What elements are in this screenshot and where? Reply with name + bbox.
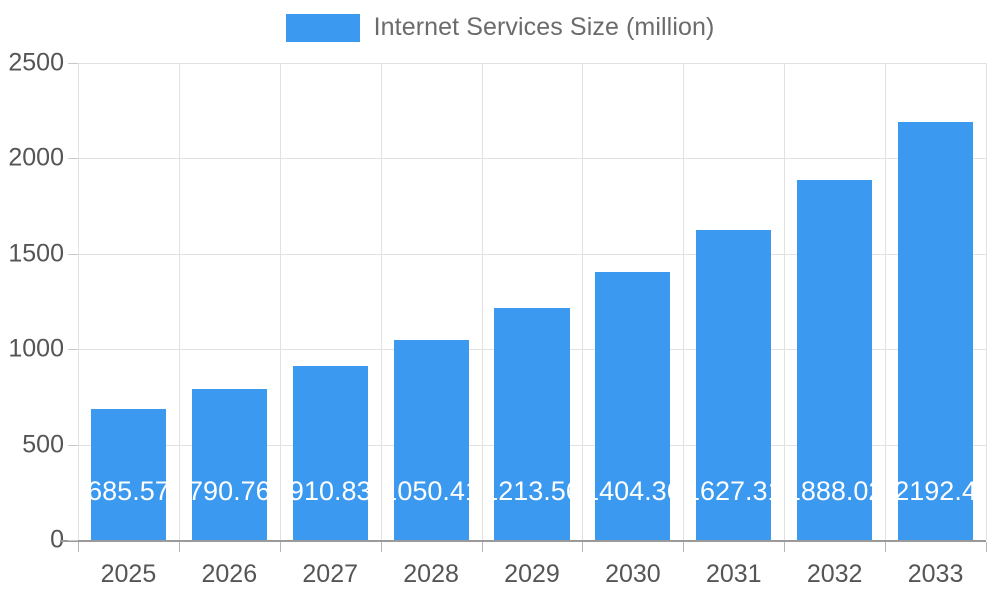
gridline-vertical <box>885 63 886 540</box>
gridline-vertical <box>280 63 281 540</box>
gridline-vertical <box>482 63 483 540</box>
x-axis-tick-mark <box>179 542 180 552</box>
bar[interactable] <box>897 121 974 540</box>
x-axis-tick-label: 2031 <box>705 560 762 588</box>
gridline-horizontal <box>78 63 986 64</box>
x-axis-tick-mark <box>381 542 382 552</box>
x-axis-tick-label: 2030 <box>605 560 661 588</box>
y-axis-tick-label: 2000 <box>8 143 64 172</box>
bar[interactable] <box>90 409 167 540</box>
gridline-horizontal <box>78 253 986 255</box>
y-axis-tick-label: 2500 <box>8 48 64 77</box>
plot-area: 685.57 790.76 910.83 1050.41 1213.56 1404.36 1… <box>78 63 987 541</box>
x-axis-tick-mark <box>784 542 785 552</box>
gridline-vertical <box>683 63 684 540</box>
x-axis-tick-mark <box>885 542 886 552</box>
x-axis-tick-label: 2029 <box>504 560 560 588</box>
chart-legend: Internet Services Size (million) <box>0 0 1000 55</box>
x-axis-tick-mark <box>280 542 281 552</box>
gridline-horizontal <box>78 158 986 160</box>
y-axis-tick-label: 0 <box>50 525 64 554</box>
x-axis-tick-label: 2025 <box>100 560 157 588</box>
x-axis-tick-label: 2026 <box>201 560 258 588</box>
gridline-vertical <box>381 63 382 540</box>
bar[interactable] <box>696 229 772 540</box>
x-axis-tick-mark <box>582 542 583 552</box>
bar[interactable] <box>595 272 671 540</box>
gridline-vertical <box>78 63 79 540</box>
y-axis: 0 500 1000 1500 2000 2500 <box>0 49 64 554</box>
bar[interactable] <box>292 366 368 540</box>
y-axis-tick-mark <box>68 63 78 64</box>
x-axis-tick-mark <box>683 542 684 552</box>
y-axis-tick-mark <box>68 158 78 160</box>
x-axis-tick-label: 2033 <box>907 560 964 588</box>
legend-entry-internet-services-size[interactable]: Internet Services Size (million) <box>285 13 715 42</box>
gridline-vertical <box>582 63 583 540</box>
gridline-vertical <box>784 63 785 540</box>
y-axis-tick-label: 500 <box>22 430 64 459</box>
gridline-vertical <box>986 63 987 540</box>
x-axis-tick-mark <box>78 542 79 552</box>
bar[interactable] <box>494 308 570 540</box>
x-axis-tick-label: 2032 <box>806 560 863 588</box>
y-axis-tick-label: 1000 <box>8 334 64 363</box>
bar[interactable] <box>797 179 873 540</box>
bar[interactable] <box>393 339 469 540</box>
legend-swatch-icon <box>285 13 360 42</box>
legend-label: Internet Services Size (million) <box>373 13 715 41</box>
x-axis-tick-label: 2027 <box>302 560 359 588</box>
y-axis-tick-mark <box>68 540 78 541</box>
x-axis-tick-label: 2028 <box>403 560 459 588</box>
x-axis-tick-mark <box>482 542 483 552</box>
bar[interactable] <box>191 389 267 540</box>
y-axis-tick-label: 1500 <box>8 239 64 268</box>
y-axis-tick-mark <box>68 253 78 255</box>
x-axis-tick-mark <box>986 542 987 552</box>
y-axis-tick-mark <box>68 349 78 351</box>
gridline-vertical <box>179 63 180 540</box>
x-axis-line <box>60 540 986 542</box>
y-axis-tick-mark <box>68 444 78 446</box>
